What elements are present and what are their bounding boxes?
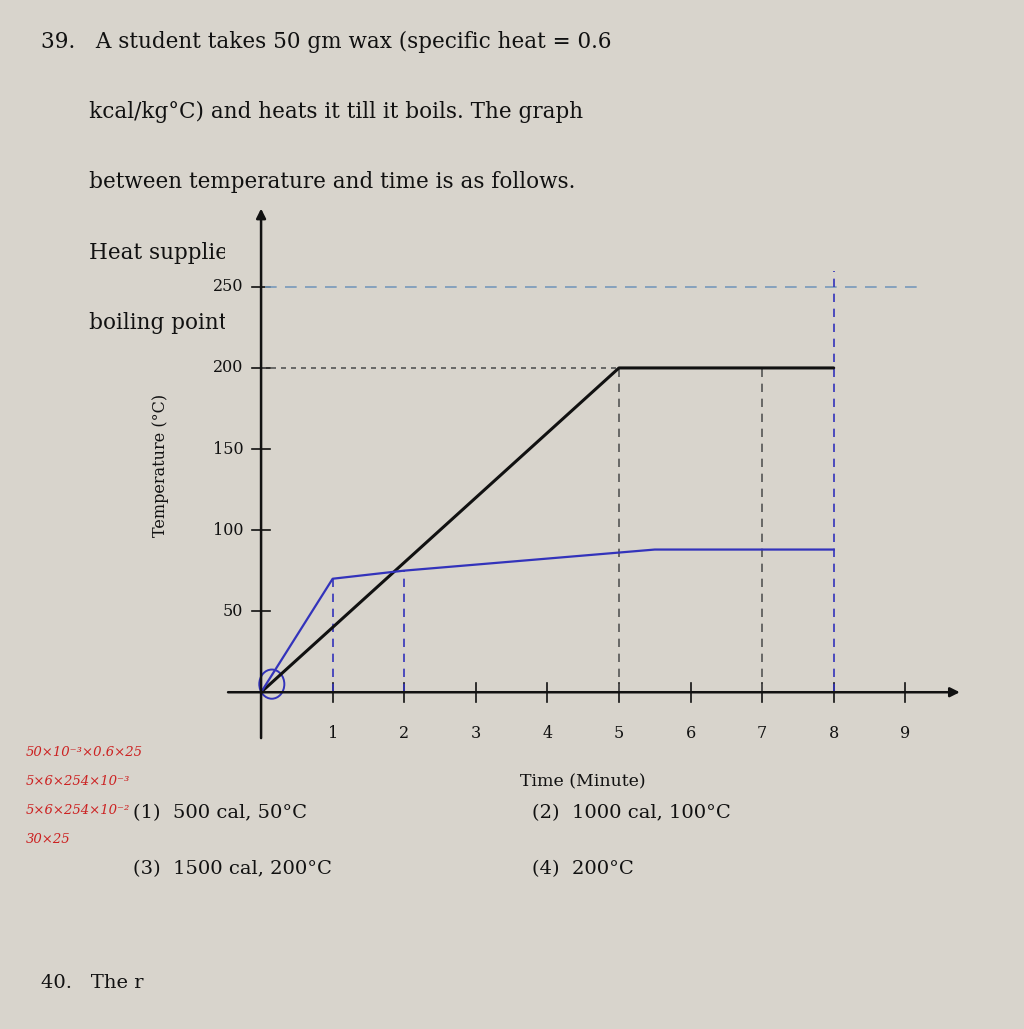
- Text: (3)  1500 cal, 200°C: (3) 1500 cal, 200°C: [133, 860, 332, 879]
- Text: 6: 6: [685, 724, 695, 742]
- Text: Time (Minute): Time (Minute): [520, 774, 646, 790]
- Text: 2: 2: [399, 724, 410, 742]
- Text: 5×6×254×10⁻²: 5×6×254×10⁻²: [26, 804, 130, 817]
- Text: 50×10⁻³×0.6×25: 50×10⁻³×0.6×25: [26, 746, 142, 759]
- Text: between temperature and time is as follows.: between temperature and time is as follo…: [41, 171, 575, 193]
- Text: 8: 8: [828, 724, 839, 742]
- Text: 39.   A student takes 50 gm wax (specific heat = 0.6: 39. A student takes 50 gm wax (specific …: [41, 31, 611, 52]
- Text: 200: 200: [213, 359, 243, 377]
- Text: 30×25: 30×25: [26, 832, 71, 846]
- Text: 250: 250: [213, 279, 243, 295]
- Text: (4)  200°C: (4) 200°C: [532, 860, 634, 879]
- Text: 150: 150: [213, 440, 243, 458]
- Text: (2)  1000 cal, 100°C: (2) 1000 cal, 100°C: [532, 804, 731, 822]
- Text: 5×6×254×10⁻³: 5×6×254×10⁻³: [26, 775, 130, 788]
- Text: 4: 4: [543, 724, 553, 742]
- Text: Temperature (°C): Temperature (°C): [153, 394, 169, 537]
- Text: boiling point are respectively.: boiling point are respectively.: [41, 312, 414, 334]
- Text: 3: 3: [471, 724, 481, 742]
- Text: Heat supplied to the wax per minute and: Heat supplied to the wax per minute and: [41, 242, 537, 263]
- Text: 9: 9: [900, 724, 910, 742]
- Text: 40.   The r: 40. The r: [41, 973, 143, 992]
- Text: 7: 7: [757, 724, 767, 742]
- Text: 50: 50: [223, 603, 243, 619]
- Text: kcal/kg°C) and heats it till it boils. The graph: kcal/kg°C) and heats it till it boils. T…: [41, 101, 583, 123]
- Text: (1)  500 cal, 50°C: (1) 500 cal, 50°C: [133, 804, 307, 822]
- Text: 5: 5: [613, 724, 624, 742]
- Text: 1: 1: [328, 724, 338, 742]
- Text: 100: 100: [213, 522, 243, 538]
